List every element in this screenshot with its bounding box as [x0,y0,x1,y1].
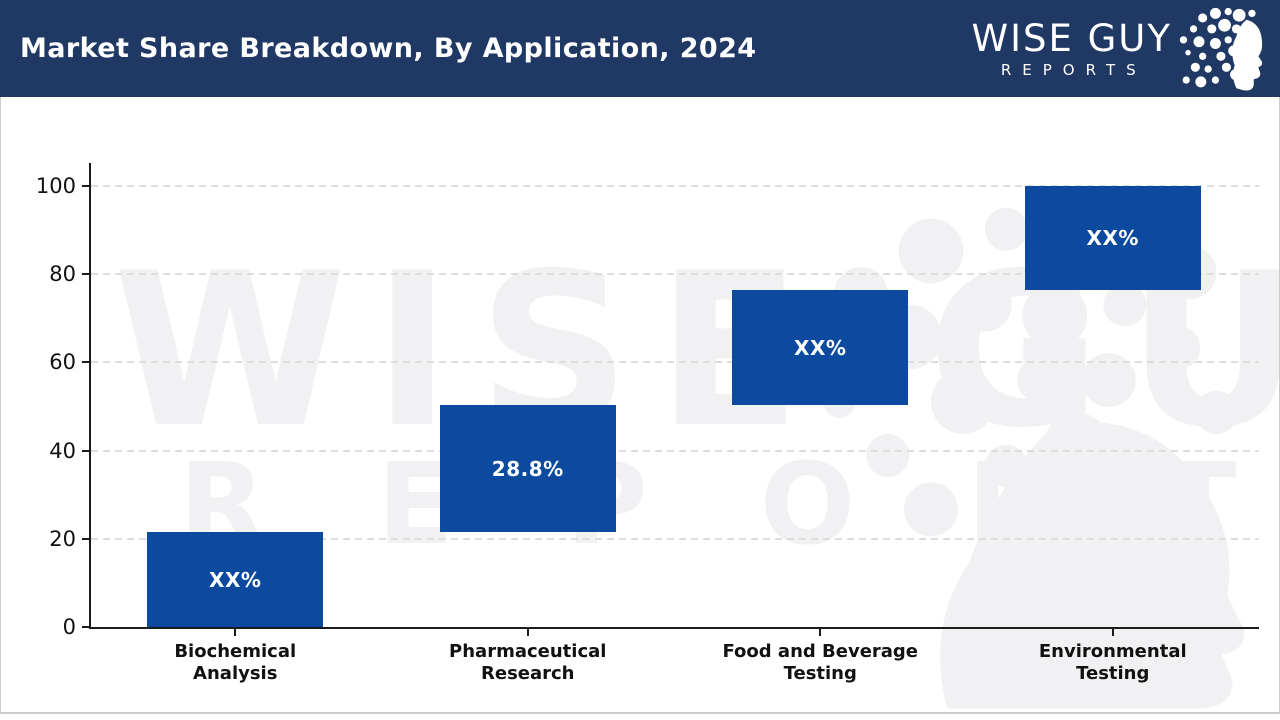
y-tick-label: 40 [49,438,76,463]
x-category-label-line: Food and Beverage [722,641,919,662]
page-title: Market Share Breakdown, By Application, … [20,33,757,64]
y-axis-line [89,163,91,629]
x-category-label: Pharmaceutical Research [368,641,688,685]
logo-face-icon [1179,7,1263,90]
x-category-label-line: Biochemical [174,641,297,662]
x-category-label-line: Research [481,663,575,684]
x-axis-tick [1111,629,1114,636]
y-tick-label: 20 [49,526,76,551]
bar-segment: XX% [147,532,324,627]
bar-value-label: 28.8% [491,456,564,481]
plot: 0 20 40 60 80 100 XX% Biochemical Analysis 28.8% P… [1,97,1279,712]
bar-segment: XX% [732,290,909,406]
bar-segment: XX% [1024,186,1201,291]
x-axis-line [89,627,1259,629]
bar-value-label: XX% [209,567,262,592]
y-tick-label: 100 [35,174,76,198]
y-axis-tick [82,537,89,540]
x-category-label-line: Testing [783,663,857,684]
x-category-label-line: Pharmaceutical [449,641,607,662]
x-category-label: Food and Beverage Testing [660,641,980,685]
header: Market Share Breakdown, By Application, … [0,0,1280,97]
x-category-label-line: Testing [1076,663,1150,684]
x-axis-tick [234,629,237,636]
gridline [91,537,1259,540]
y-tick-label: 80 [49,262,76,287]
logo-wordmark-line2: REPORTS [1000,60,1147,79]
x-category-label: Biochemical Analysis [75,641,395,685]
y-axis-tick [82,626,89,628]
bar-value-label: XX% [1086,226,1139,251]
y-axis-tick [82,273,89,276]
bar-value-label: XX% [794,335,847,360]
gridline [91,449,1259,452]
gridline [91,185,1259,187]
bar-segment: 28.8% [439,405,616,533]
gridline [91,361,1259,364]
x-category-label-line: Analysis [193,663,278,684]
x-category-label-line: Environmental [1038,641,1187,662]
x-category-label: Environmental Testing [953,641,1273,685]
brand-logo: WISE GUY REPORTS [972,7,1266,91]
x-axis-tick [526,629,529,636]
x-axis-tick [819,629,822,636]
y-axis-tick [82,449,89,452]
y-axis-tick [82,185,89,187]
gridline [91,273,1259,276]
y-tick-label: 60 [49,350,76,375]
logo-wordmark-line1: WISE GUY [971,16,1172,60]
y-axis-tick [82,361,89,364]
chart-area: WISE GUY REPORTS 020406080100XX%Biochemi… [0,97,1280,714]
logo-wordmark: WISE GUY REPORTS [972,20,1172,78]
y-tick-label: 0 [62,615,76,639]
